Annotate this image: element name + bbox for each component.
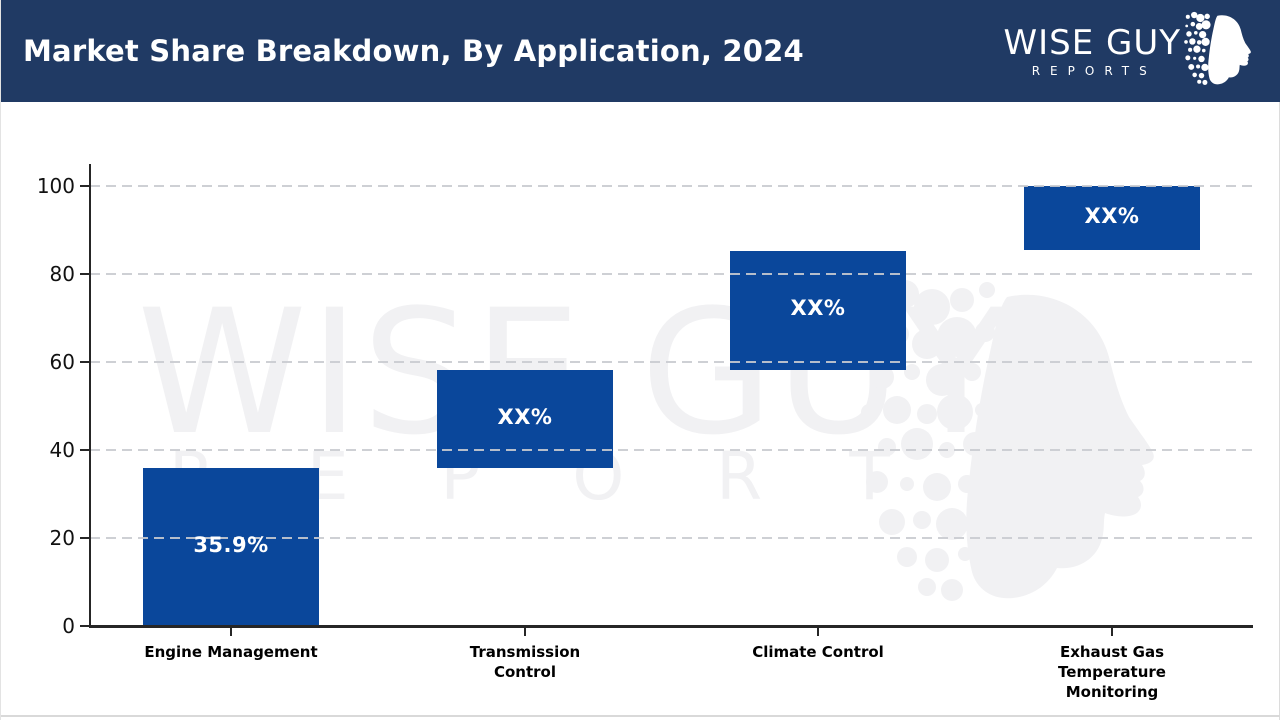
header-bar: Market Share Breakdown, By Application, … [1, 0, 1280, 102]
x-axis-label: Climate Control [688, 642, 948, 662]
gridline-20 [90, 537, 1253, 539]
bar-value-label: XX% [1084, 203, 1140, 228]
brand-logo: WISE GUY REPORTS [1003, 10, 1261, 92]
x-tick-mark [1111, 628, 1113, 636]
x-axis-label-line: Transmission [469, 643, 581, 661]
x-tick-mark [817, 628, 819, 636]
x-axis-label-line: Exhaust Gas [1059, 643, 1165, 661]
gridline-80 [90, 273, 1253, 275]
bar-4 [1024, 186, 1200, 250]
x-axis-line [89, 625, 1253, 628]
bar-3 [730, 250, 906, 370]
x-axis-label: Transmission Control [395, 642, 655, 682]
x-axis-label-line: Temperature [1058, 663, 1166, 681]
bar-value-label: 35.9% [193, 533, 269, 558]
y-tick-mark [80, 625, 89, 627]
y-tick-label: 20 [49, 526, 75, 550]
bottom-divider [1, 715, 1280, 717]
y-tick-mark [80, 449, 89, 451]
brand-text: WISE GUY REPORTS [1003, 26, 1181, 77]
brand-head-icon [1184, 11, 1251, 85]
plot-area: 0 20 40 60 80 100 35.9% Engine Management XX% Tra… [1, 102, 1280, 716]
bar-value-label: XX% [497, 404, 553, 429]
y-tick-label: 80 [49, 262, 75, 286]
x-tick-mark [524, 628, 526, 636]
y-tick-mark [80, 273, 89, 275]
bar-2 [437, 369, 613, 469]
gridline-100 [90, 185, 1253, 187]
y-tick-label: 60 [49, 350, 75, 374]
y-tick-mark [80, 361, 89, 363]
y-axis-line [89, 164, 91, 628]
y-tick-label: 0 [62, 614, 75, 638]
bar-value-label: XX% [790, 296, 846, 321]
bar-1 [143, 468, 319, 626]
x-axis-label: Exhaust Gas Temperature Monitoring [982, 642, 1242, 702]
brand-subtitle: REPORTS [1031, 63, 1157, 78]
x-axis-label-line: Control [493, 663, 556, 681]
brand-name: WISE GUY [1003, 22, 1181, 63]
x-axis-label-line: Engine Management [144, 643, 318, 661]
y-tick-label: 40 [49, 438, 75, 462]
gridline-60 [90, 361, 1253, 363]
y-tick-label: 100 [36, 174, 75, 198]
y-tick-mark [80, 537, 89, 539]
x-axis-label-line: Monitoring [1065, 683, 1159, 701]
x-axis-label: Engine Management [101, 642, 361, 662]
x-tick-mark [230, 628, 232, 636]
y-tick-mark [80, 185, 89, 187]
gridline-40 [90, 449, 1253, 451]
chart-title: Market Share Breakdown, By Application, … [23, 34, 804, 68]
x-axis-label-line: Climate Control [752, 643, 884, 661]
